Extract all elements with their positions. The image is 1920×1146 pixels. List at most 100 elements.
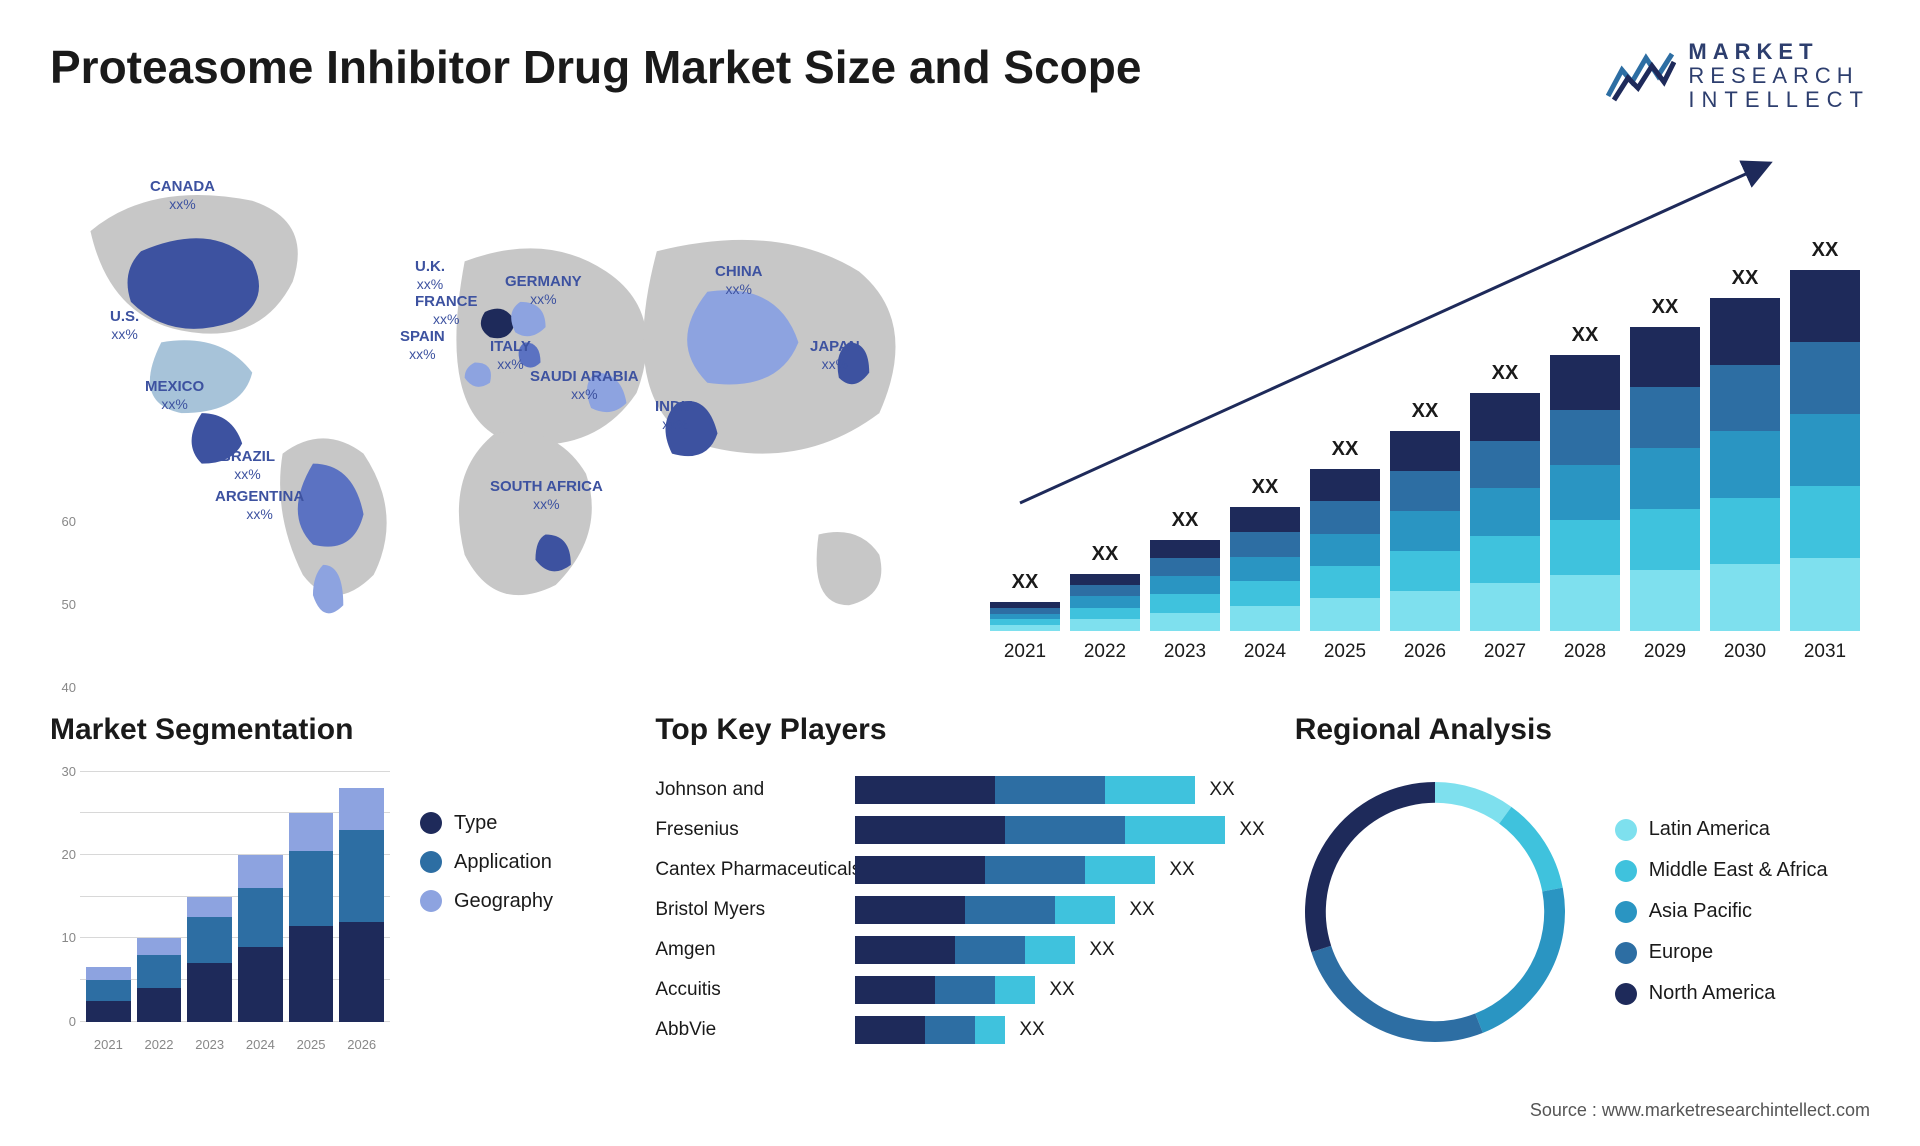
segmentation-bar-segment xyxy=(187,917,232,963)
forecast-bar-segment xyxy=(1630,509,1700,570)
forecast-bar-segment xyxy=(990,625,1060,631)
key-player-bar-segment xyxy=(855,936,955,964)
bottom-row: Market Segmentation 0102030405060 202120… xyxy=(50,713,1870,1052)
key-player-name: Amgen xyxy=(655,939,855,961)
forecast-bar-segment xyxy=(1150,558,1220,576)
key-player-row: AmgenXX xyxy=(655,932,1264,968)
forecast-bar-segment xyxy=(1070,574,1140,585)
forecast-bar: XX xyxy=(1390,431,1460,631)
forecast-year-label: 2026 xyxy=(1390,641,1460,663)
segmentation-bar-segment xyxy=(86,1001,131,1022)
forecast-bar-segment xyxy=(1390,511,1460,551)
map-label: BRAZILxx% xyxy=(220,448,275,484)
key-player-name: Bristol Myers xyxy=(655,899,855,921)
page-title: Proteasome Inhibitor Drug Market Size an… xyxy=(50,40,1141,94)
map-label: SPAINxx% xyxy=(400,328,445,364)
key-player-value: XX xyxy=(1129,899,1154,921)
forecast-bar-value: XX xyxy=(1492,362,1519,385)
legend-item: Latin America xyxy=(1615,818,1828,841)
forecast-chart: XXXXXXXXXXXXXXXXXXXXXX 20212022202320242… xyxy=(980,143,1870,663)
map-label: SAUDI ARABIAxx% xyxy=(530,368,639,404)
key-player-bar-segment xyxy=(1025,936,1075,964)
key-player-value: XX xyxy=(1019,1019,1044,1041)
regional-panel: Regional Analysis Latin AmericaMiddle Ea… xyxy=(1295,713,1870,1052)
forecast-bar-segment xyxy=(1390,551,1460,591)
forecast-bar-segment xyxy=(1390,471,1460,511)
forecast-bar-segment xyxy=(1550,575,1620,630)
logo-mark-icon xyxy=(1606,48,1676,104)
forecast-year-label: 2021 xyxy=(990,641,1060,663)
map-label: JAPANxx% xyxy=(810,338,860,374)
segmentation-title: Market Segmentation xyxy=(50,713,625,747)
map-label: U.S.xx% xyxy=(110,308,139,344)
key-player-bar-segment xyxy=(855,1016,925,1044)
forecast-year-label: 2031 xyxy=(1790,641,1860,663)
forecast-bar-segment xyxy=(1230,507,1300,532)
key-player-bar xyxy=(855,936,1075,964)
key-player-bar xyxy=(855,816,1225,844)
legend-label: Application xyxy=(454,851,552,874)
key-player-bar-segment xyxy=(1105,776,1195,804)
forecast-bar-value: XX xyxy=(1172,509,1199,532)
forecast-bar-segment xyxy=(1310,534,1380,566)
legend-label: Latin America xyxy=(1649,818,1770,841)
forecast-bar-value: XX xyxy=(1652,296,1679,319)
legend-label: Geography xyxy=(454,890,553,913)
map-label: INDIAxx% xyxy=(655,398,696,434)
key-player-bar-segment xyxy=(855,856,985,884)
segmentation-bar xyxy=(339,788,384,1021)
legend-swatch-icon xyxy=(420,890,442,912)
forecast-bar-segment xyxy=(1470,441,1540,489)
forecast-bar-value: XX xyxy=(1252,476,1279,499)
key-player-bar-segment xyxy=(985,856,1085,884)
key-player-bar xyxy=(855,776,1195,804)
key-player-row: AbbVieXX xyxy=(655,1012,1264,1048)
key-player-bar-segment xyxy=(1055,896,1115,924)
forecast-bar: XX xyxy=(1790,270,1860,631)
forecast-bar: XX xyxy=(1630,327,1700,631)
logo-text: MARKET RESEARCH INTELLECT xyxy=(1688,40,1870,113)
legend-item: Asia Pacific xyxy=(1615,900,1828,923)
forecast-bar-segment xyxy=(1230,581,1300,606)
legend-swatch-icon xyxy=(1615,942,1637,964)
key-player-bar-segment xyxy=(975,1016,1005,1044)
map-label: FRANCExx% xyxy=(415,293,478,329)
key-player-value: XX xyxy=(1169,859,1194,881)
segmentation-bar-segment xyxy=(339,922,384,1022)
segmentation-bar-segment xyxy=(86,967,131,980)
key-player-row: Bristol Myers XX xyxy=(655,892,1264,928)
donut-slice xyxy=(1311,945,1482,1041)
segmentation-bar-segment xyxy=(289,926,334,1022)
legend-item: Application xyxy=(420,851,553,874)
forecast-bar-segment xyxy=(1790,414,1860,486)
key-player-value: XX xyxy=(1209,779,1234,801)
key-player-name: Johnson and xyxy=(655,779,855,801)
segmentation-year-label: 2021 xyxy=(86,1037,131,1052)
key-player-name: Fresenius xyxy=(655,819,855,841)
segmentation-chart: 0102030405060 202120222023202420252026 xyxy=(50,772,390,1052)
forecast-bar-segment xyxy=(1710,431,1780,498)
forecast-bar-segment xyxy=(1230,557,1300,582)
forecast-bar-segment xyxy=(1070,585,1140,596)
legend-swatch-icon xyxy=(420,851,442,873)
forecast-bar: XX xyxy=(1230,507,1300,631)
forecast-bar-value: XX xyxy=(1332,438,1359,461)
forecast-bar: XX xyxy=(1470,393,1540,631)
forecast-bar-segment xyxy=(1310,566,1380,598)
forecast-bar-segment xyxy=(1790,342,1860,414)
donut-slice xyxy=(1499,806,1563,891)
forecast-bar-value: XX xyxy=(1012,571,1039,594)
segmentation-bar-segment xyxy=(339,830,384,922)
legend-label: Europe xyxy=(1649,941,1714,964)
forecast-bar-segment xyxy=(1310,598,1380,630)
legend-item: Europe xyxy=(1615,941,1828,964)
regional-legend: Latin AmericaMiddle East & AfricaAsia Pa… xyxy=(1615,818,1828,1005)
forecast-year-label: 2025 xyxy=(1310,641,1380,663)
forecast-bar-segment xyxy=(1470,393,1540,441)
forecast-bar-segment xyxy=(1070,608,1140,619)
legend-swatch-icon xyxy=(1615,819,1637,841)
forecast-bar-segment xyxy=(1470,536,1540,584)
key-player-bar-segment xyxy=(995,776,1105,804)
segmentation-bar-segment xyxy=(137,988,182,1021)
map-label: ITALYxx% xyxy=(490,338,531,374)
